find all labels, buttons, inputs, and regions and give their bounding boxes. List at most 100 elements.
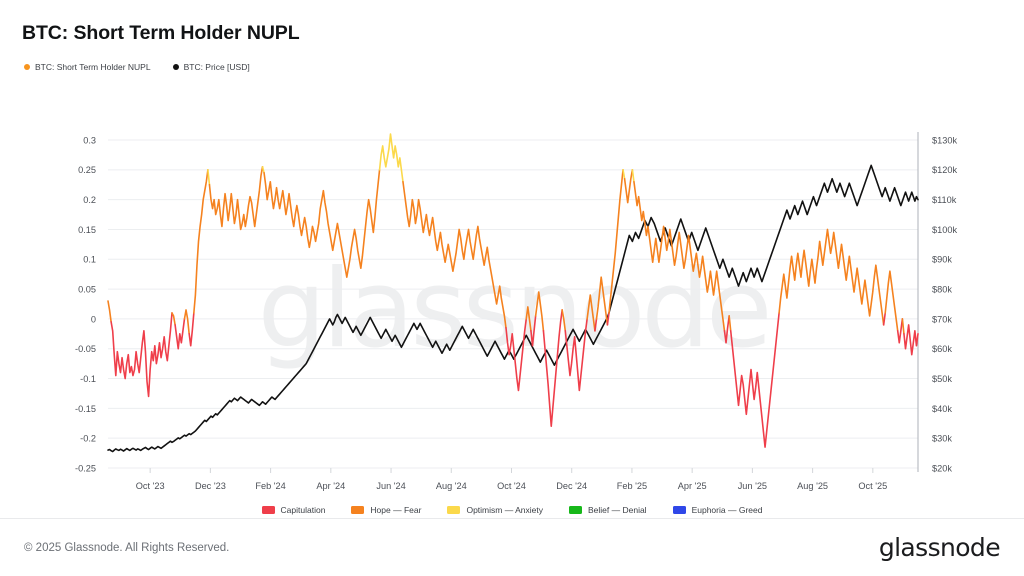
zone-legend-item-optimism-anxiety[interactable]: Optimism — Anxiety [447, 505, 543, 515]
nupl-segment [110, 312, 173, 398]
y-tick-left: -0.05 [75, 344, 96, 354]
y-tick-right: $110k [932, 195, 957, 205]
legend-dot-nupl [24, 64, 30, 70]
x-tick: Apr '24 [316, 481, 345, 491]
nupl-segment [778, 228, 885, 326]
nupl-segment [561, 309, 567, 332]
y-tick-left: 0.05 [78, 284, 96, 294]
zone-legend-item-hope-fear[interactable]: Hope — Fear [351, 505, 421, 515]
nupl-segment [525, 306, 532, 332]
nupl-segment [207, 169, 211, 186]
y-tick-right: $70k [932, 314, 952, 324]
nupl-line [107, 133, 919, 448]
nupl-segment [723, 315, 730, 344]
y-tick-left: -0.2 [80, 434, 96, 444]
legend-label-nupl: BTC: Short Term Holder NUPL [35, 62, 151, 72]
nupl-segment [729, 312, 780, 448]
nupl-segment [633, 180, 726, 332]
y-tick-left: 0.3 [83, 135, 96, 145]
nupl-segment [594, 318, 598, 332]
legend-item-nupl[interactable]: BTC: Short Term Holder NUPL [24, 62, 151, 72]
zone-swatch-belief-denial [568, 506, 582, 514]
x-tick: Dec '23 [195, 481, 226, 491]
nupl-segment [107, 300, 112, 323]
zone-label-capitulation: Capitulation [280, 505, 326, 515]
x-tick: Jun '25 [738, 481, 767, 491]
nupl-segment [263, 169, 381, 278]
x-tick: Feb '25 [617, 481, 647, 491]
price-path [107, 164, 919, 453]
y-tick-left: 0.25 [78, 165, 96, 175]
nupl-segment [534, 291, 545, 332]
x-tick: Aug '25 [797, 481, 828, 491]
nupl-segment [622, 169, 626, 180]
y-tick-left: 0.15 [78, 225, 96, 235]
nupl-segment [505, 318, 528, 392]
y-tick-right: $130k [932, 135, 957, 145]
nupl-segment [901, 318, 905, 335]
series-legend: BTC: Short Term Holder NUPL BTC: Price [… [24, 62, 250, 72]
zone-legend: Capitulation Hope — Fear Optimism — Anxi… [0, 505, 1024, 515]
zone-label-hope-fear: Hope — Fear [370, 505, 422, 515]
nupl-segment [261, 166, 265, 174]
x-tick: Aug '24 [436, 481, 467, 491]
nupl-segment [595, 276, 609, 326]
y-tick-right: $60k [932, 344, 952, 354]
y-tick-right: $20k [932, 463, 952, 473]
zone-swatch-hope-fear [351, 506, 365, 514]
nupl-segment [728, 315, 732, 332]
x-tick: Oct '23 [136, 481, 165, 491]
nupl-segment [884, 270, 899, 332]
svg-text:glassnode: glassnode [258, 247, 769, 372]
chart-svg[interactable]: glassnode 0.3 0.25 0.2 0.15 0.1 0.05 0 -0.05 -0.… [0, 96, 1024, 496]
nupl-segment [171, 312, 176, 326]
nupl-segment [378, 133, 404, 183]
right-axis-ticks: $130k $120k $110k $100k $90k $80k $70k $60k $50k… [932, 135, 957, 473]
y-tick-left: -0.25 [75, 463, 96, 473]
nupl-segment [188, 312, 195, 347]
zone-swatch-capitulation [261, 506, 275, 514]
y-tick-right: $40k [932, 404, 952, 414]
y-tick-left: 0 [91, 314, 96, 324]
x-tick: Jun '24 [376, 481, 405, 491]
nupl-segment [183, 309, 190, 335]
nupl-segment [208, 166, 264, 231]
left-axis-ticks: 0.3 0.25 0.2 0.15 0.1 0.05 0 -0.05 -0.1 -0.15 -0.2… [75, 135, 96, 473]
copyright-text: © 2025 Glassnode. All Rights Reserved. [24, 541, 230, 554]
nupl-segment [606, 312, 610, 326]
zone-swatch-euphoria-greed [672, 506, 686, 514]
zone-label-euphoria-greed: Euphoria — Greed [691, 505, 763, 515]
nupl-segment [542, 309, 563, 428]
y-tick-right: $90k [932, 255, 952, 265]
zone-legend-item-belief-denial[interactable]: Belief — Denial [568, 505, 647, 515]
y-tick-left: 0.2 [83, 195, 96, 205]
legend-item-price[interactable]: BTC: Price [USD] [172, 62, 250, 72]
y-tick-left: 0.1 [83, 255, 96, 265]
y-tick-right: $50k [932, 374, 952, 384]
x-axis-ticks: Oct '23 Dec '23 Feb '24 Apr '24 Jun '24 Aug '… [136, 468, 887, 491]
y-tick-right: $80k [932, 284, 952, 294]
nupl-segment [193, 169, 209, 314]
legend-label-price: BTC: Price [USD] [183, 62, 250, 72]
zone-label-optimism-anxiety: Optimism — Anxiety [466, 505, 543, 515]
watermark: glassnode [258, 247, 773, 372]
plot-area[interactable]: glassnode 0.3 0.25 0.2 0.15 0.1 0.05 0 -0.05 -0.… [0, 96, 1024, 496]
zone-swatch-optimism-anxiety [447, 506, 461, 514]
x-tick: Feb '24 [255, 481, 285, 491]
footer: © 2025 Glassnode. All Rights Reserved. g… [0, 518, 1024, 576]
y-tick-left: -0.15 [75, 404, 96, 414]
zone-legend-item-capitulation[interactable]: Capitulation [261, 505, 326, 515]
x-tick: Apr '25 [678, 481, 707, 491]
nupl-segment [608, 169, 624, 314]
gridlines [108, 139, 918, 469]
x-tick: Oct '24 [497, 481, 526, 491]
zone-legend-item-euphoria-greed[interactable]: Euphoria — Greed [672, 505, 763, 515]
y-tick-right: $100k [932, 225, 957, 235]
glassnode-logo: glassnode [878, 533, 1001, 562]
x-tick: Dec '24 [556, 481, 587, 491]
x-tick: Oct '25 [858, 481, 887, 491]
nupl-segment [623, 169, 634, 204]
nupl-segment [530, 315, 537, 347]
nupl-segment [882, 312, 887, 326]
